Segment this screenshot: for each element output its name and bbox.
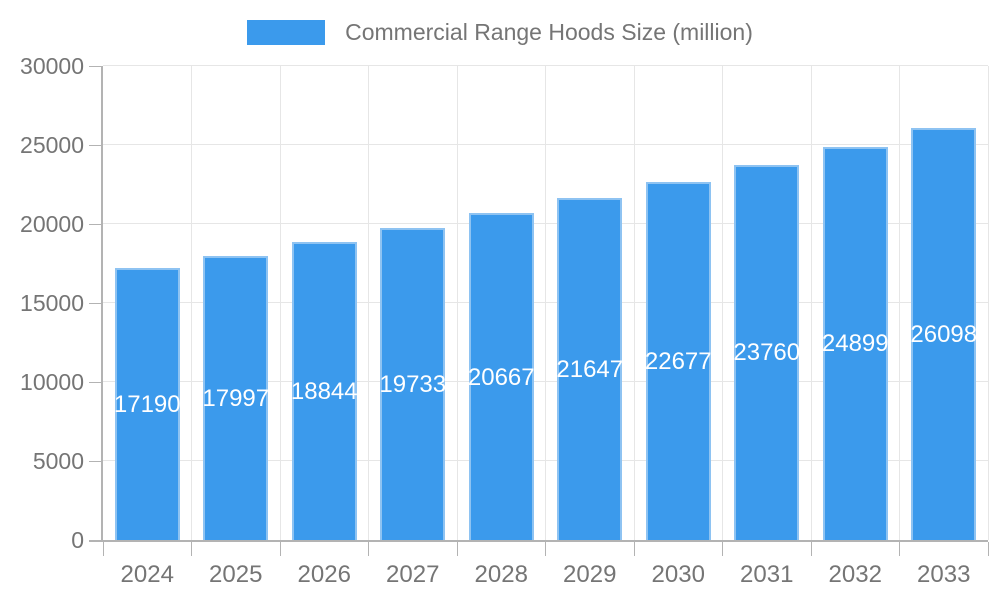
bar-value-label: 23760: [733, 339, 801, 367]
y-axis-label: 30000: [20, 53, 84, 79]
bar-2028[interactable]: 20667: [467, 213, 535, 540]
bar-2027[interactable]: 19733: [379, 228, 447, 540]
y-axis-labels: 0 5000 10000 15000 20000 25000 30000: [0, 0, 84, 600]
bar-2025[interactable]: 17997: [202, 255, 270, 540]
bar-category-cell: 17997: [192, 66, 281, 540]
y-axis-label: 15000: [20, 290, 84, 316]
x-axis-tick: [102, 542, 104, 556]
x-axis-label: 2026: [297, 561, 351, 588]
bar-category-cell: 24899: [811, 66, 900, 540]
bar-value-label: 17190: [113, 391, 181, 419]
x-axis-label: 2027: [386, 561, 440, 588]
bar-category-cell: 22677: [634, 66, 723, 540]
y-axis-tick: [89, 223, 103, 225]
x-axis-label: 2024: [120, 561, 174, 588]
gridline-vertical: [633, 66, 635, 540]
bars-container: 17190 17997 18844 19733 20667 21647 22677 23760…: [103, 66, 988, 540]
gridline-vertical: [191, 66, 192, 540]
y-axis-tick: [89, 302, 103, 304]
gridline-vertical: [987, 66, 989, 540]
gridline-vertical: [545, 66, 546, 540]
bar-value-label: 24899: [821, 330, 889, 358]
x-axis-label: 2029: [563, 561, 617, 588]
bar-category-cell: 19733: [369, 66, 458, 540]
x-axis-tick: [633, 542, 635, 556]
gridline-vertical: [368, 66, 369, 540]
x-axis-tick: [987, 542, 989, 556]
bar-category-cell: 18844: [280, 66, 369, 540]
y-axis-label: 25000: [20, 132, 84, 158]
x-axis-tick: [279, 542, 281, 556]
bar-value-label: 22677: [644, 347, 712, 375]
gridline-horizontal: [103, 65, 988, 66]
gridline-vertical: [722, 66, 723, 540]
gridline-vertical: [456, 66, 458, 540]
bar-category-cell: 20667: [457, 66, 546, 540]
x-axis-tick: [191, 542, 192, 556]
x-axis-label: 2030: [651, 561, 705, 588]
x-axis-label: 2031: [740, 561, 794, 588]
x-axis-label: 2028: [474, 561, 528, 588]
x-axis-label: 2033: [917, 561, 971, 588]
bar-value-label: 19733: [379, 371, 447, 399]
bar-value-label: 17997: [202, 384, 270, 412]
y-axis-tick: [89, 460, 103, 462]
y-axis-label: 10000: [20, 369, 84, 395]
y-axis-tick: [89, 381, 103, 383]
x-axis-tick: [810, 542, 812, 556]
x-axis-label: 2025: [209, 561, 263, 588]
legend-label: Commercial Range Hoods Size (million): [345, 19, 753, 45]
legend-swatch: [247, 19, 326, 45]
bar-2030[interactable]: 22677: [644, 181, 712, 540]
y-axis-tick: [89, 65, 103, 67]
y-axis-line: [101, 66, 103, 540]
legend[interactable]: Commercial Range Hoods Size (million): [0, 16, 1000, 48]
gridline-vertical: [899, 66, 900, 540]
bar-2033[interactable]: 26098: [910, 127, 978, 540]
bar-category-cell: 21647: [546, 66, 635, 540]
bar-value-label: 18844: [290, 378, 358, 406]
plot-area: 17190 17997 18844 19733 20667 21647 22677 23760…: [89, 65, 989, 556]
x-axis-tick: [722, 542, 723, 556]
bar-category-cell: 17190: [103, 66, 192, 540]
y-axis-label: 20000: [20, 211, 84, 237]
bar-category-cell: 23760: [723, 66, 812, 540]
y-axis-label: 0: [71, 527, 84, 553]
y-axis-tick: [89, 144, 103, 146]
gridline-vertical: [279, 66, 281, 540]
bar-2032[interactable]: 24899: [821, 146, 889, 540]
bar-2029[interactable]: 21647: [556, 197, 624, 540]
bar-value-label: 21647: [556, 355, 624, 383]
bar-2026[interactable]: 18844: [290, 242, 358, 540]
gridline-vertical: [810, 66, 812, 540]
x-axis-tick: [545, 542, 546, 556]
bar-category-cell: 26098: [900, 66, 989, 540]
bar-2024[interactable]: 17190: [113, 268, 181, 540]
y-axis-label: 5000: [32, 448, 84, 474]
bar-value-label: 20667: [467, 363, 535, 391]
x-axis-labels: 2024 2025 2026 2027 2028 2029 2030 2031 2032 2033: [103, 558, 988, 592]
x-axis-tick: [899, 542, 900, 556]
x-axis-line: [89, 540, 988, 542]
x-axis-tick: [368, 542, 369, 556]
x-axis-label: 2032: [828, 561, 882, 588]
bar-2031[interactable]: 23760: [733, 164, 801, 540]
bar-value-label: 26098: [910, 320, 978, 348]
x-axis-tick: [456, 542, 458, 556]
